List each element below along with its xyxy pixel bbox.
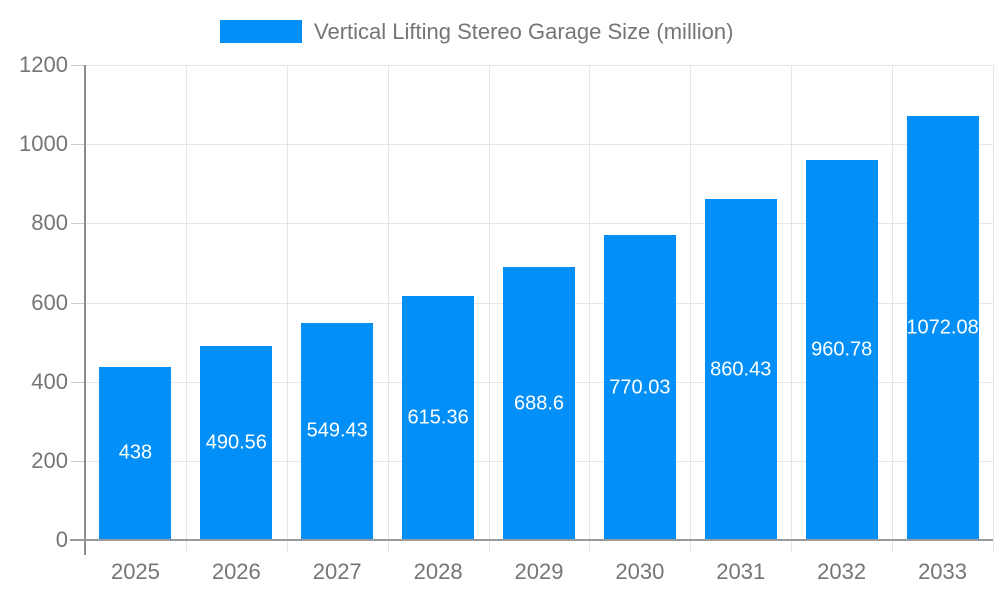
bar-value-label: 438 [118,441,153,464]
legend-label: Vertical Lifting Stereo Garage Size (mil… [314,18,734,44]
bar [402,296,475,540]
x-gridline [185,65,187,552]
y-tick-mark [71,460,85,462]
y-tick-label: 600 [31,289,68,315]
x-gridline [387,65,389,552]
bar [603,235,676,540]
y-tick-mark [71,381,85,383]
y-tick-mark [71,223,85,225]
x-gridline [993,65,994,552]
legend-item[interactable]: Vertical Lifting Stereo Garage Size (mil… [220,18,734,44]
bar-value-label: 1072.08 [906,316,979,339]
bar [503,267,575,540]
x-tick-label: 2025 [110,559,160,584]
x-tick-label: 2031 [716,559,766,584]
bar [200,345,273,540]
y-tick-mark [71,65,85,66]
y-tick-label: 400 [31,368,68,394]
bar [704,199,777,540]
x-axis-line [70,539,993,541]
y-gridline [85,65,993,66]
bar [805,159,878,540]
bar-value-label: 860.43 [710,358,772,381]
x-gridline [488,65,490,552]
bar-value-label: 770.03 [609,376,671,399]
y-tick-mark [71,144,85,146]
x-tick-label: 2032 [817,559,867,584]
bar [906,115,979,540]
x-gridline [892,65,894,552]
x-gridline [589,65,591,552]
y-tick-label: 800 [31,210,68,236]
y-tick-label: 1000 [19,131,68,157]
y-gridline [85,144,993,146]
x-tick-label: 2033 [918,559,968,584]
y-tick-mark [71,302,85,304]
bar [301,322,374,540]
y-axis-line [84,65,86,555]
bar-value-label: 688.6 [513,392,565,415]
x-tick-label: 2029 [514,559,564,584]
legend-swatch [220,20,302,43]
y-tick-label: 0 [55,527,68,552]
x-gridline [791,65,793,552]
y-tick-label: 1200 [19,52,68,77]
bar-value-label: 960.78 [811,338,873,361]
x-gridline [286,65,288,552]
y-gridline [85,223,993,225]
x-tick-label: 2026 [211,559,261,584]
x-tick-label: 2027 [312,559,362,584]
bar-value-label: 549.43 [306,419,368,442]
x-tick-label: 2030 [615,559,665,584]
x-gridline [690,65,692,552]
bar [99,366,172,540]
x-tick-label: 2028 [413,559,463,584]
bar-value-label: 490.56 [205,431,267,454]
y-tick-label: 200 [31,447,68,473]
bar-value-label: 615.36 [407,406,469,429]
